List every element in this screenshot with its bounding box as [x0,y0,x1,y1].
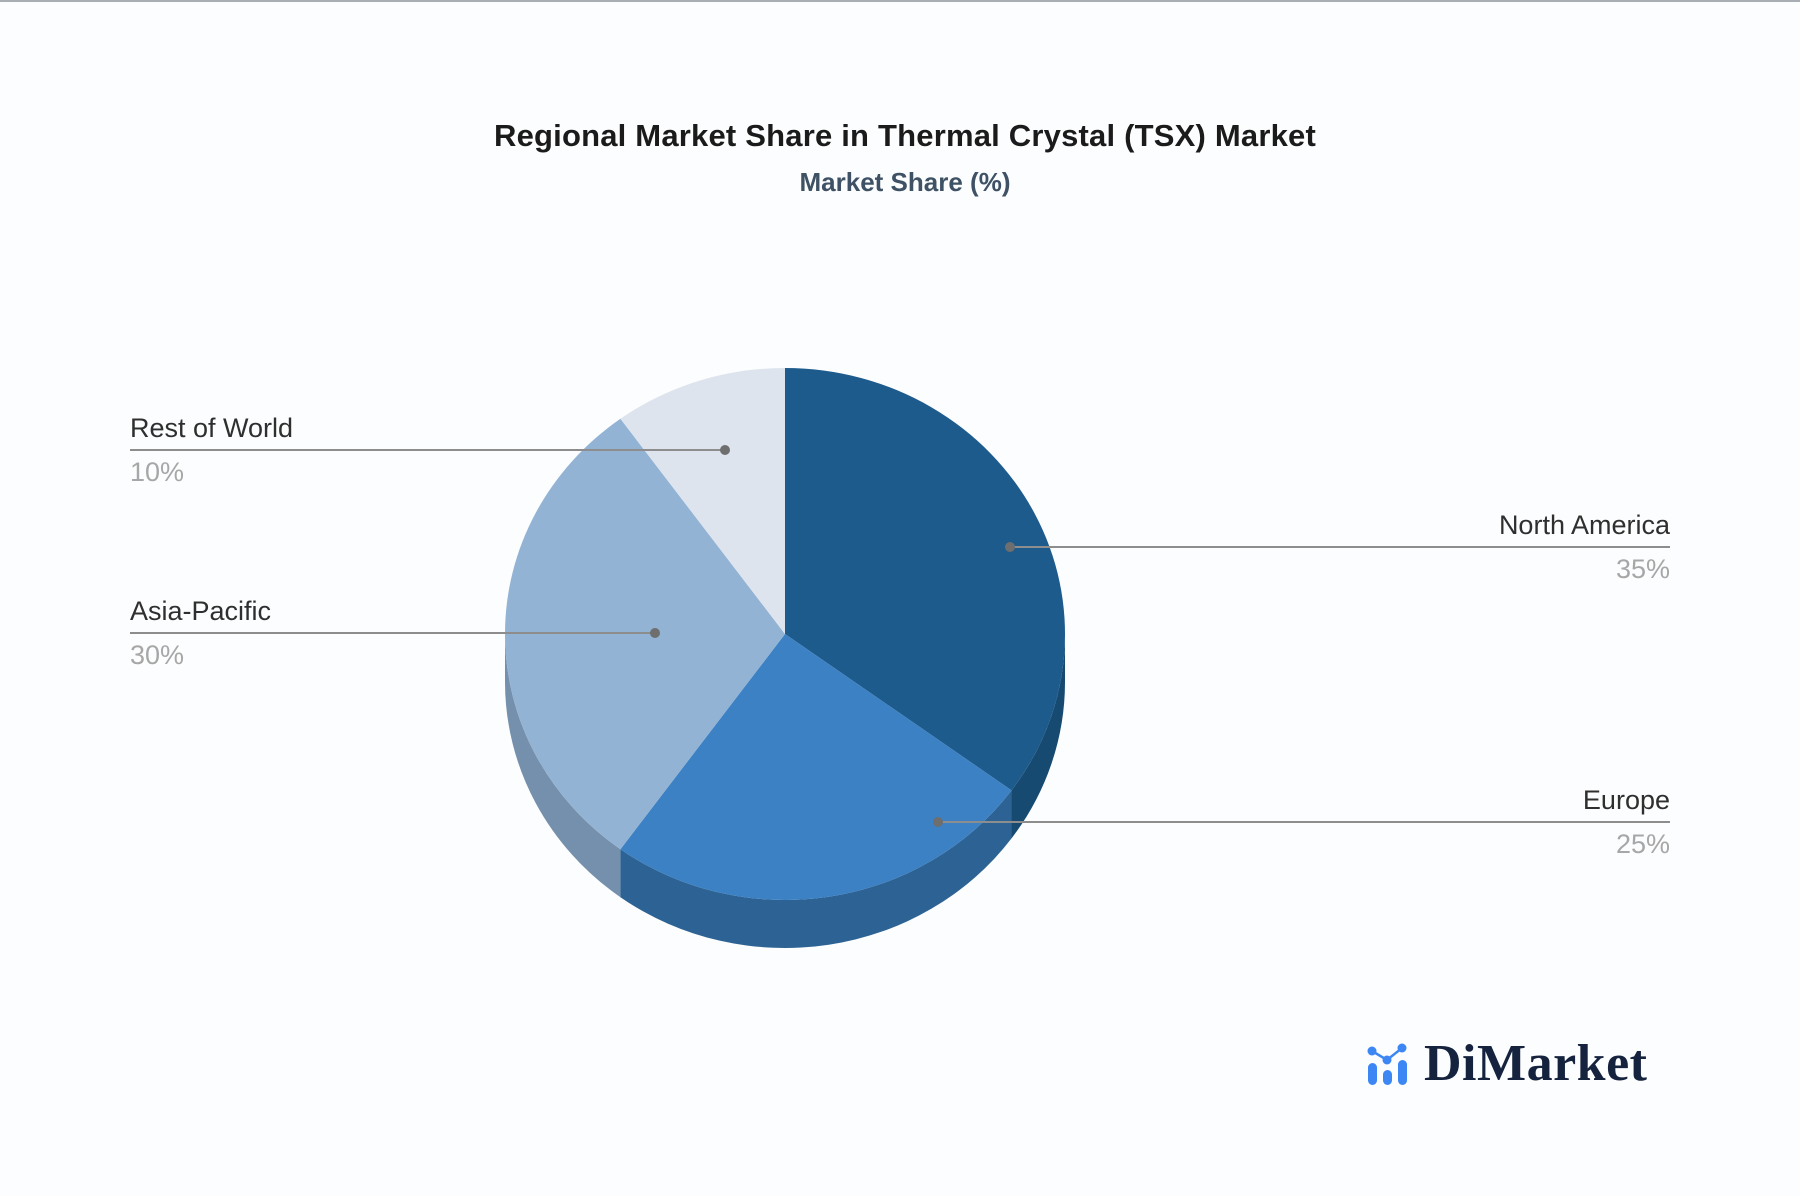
pie-slice-side-asia-pacific [505,634,621,898]
slice-label: Rest of World [130,413,294,443]
leader-dot-rest-of-world [720,445,730,455]
logo-text: DiMarket [1424,1035,1648,1092]
pie-slice-europe[interactable] [620,634,1012,901]
slice-label: North America [1498,510,1670,540]
pie-slice-side-north-america [1011,634,1065,839]
slice-label: Europe [1582,785,1670,815]
pie-slice-side-europe [620,790,1012,948]
page-top-border [0,0,1800,2]
dimarket-logo: DiMarket [1366,1035,1648,1092]
chart-title: Regional Market Share in Thermal Crystal… [493,118,1317,153]
slice-value: 35% [1615,554,1670,584]
leader-dot-europe [933,817,943,827]
slice-value: 30% [130,640,185,670]
slice-value: 25% [1615,829,1670,859]
slice-value: 10% [130,457,185,487]
pie-slice-north-america[interactable] [785,368,1065,791]
callout-asia-pacific: Asia-Pacific 30% [130,594,271,672]
callout-rest-of-world: Rest of World 10% [130,411,293,489]
callout-europe: Europe 25% [1583,783,1670,861]
pie-slice-rest-of-world[interactable] [620,368,785,634]
bar-chart-icon [1367,1043,1407,1085]
leader-dot-north-america [1005,542,1015,552]
callout-north-america: North America 35% [1499,508,1670,586]
chart-subtitle: Market Share (%) [799,167,1011,197]
leader-dot-asia-pacific [650,628,660,638]
slice-label: Asia-Pacific [130,596,272,626]
